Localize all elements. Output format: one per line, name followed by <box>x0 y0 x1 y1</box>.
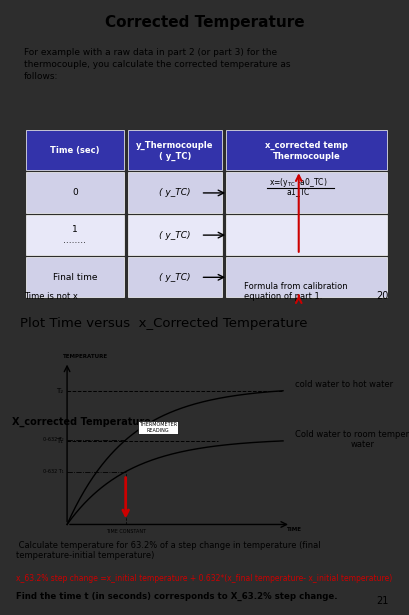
Text: Time (sec): Time (sec) <box>50 146 100 155</box>
Text: THERMOMETER
READING: THERMOMETER READING <box>139 422 177 433</box>
FancyBboxPatch shape <box>226 257 387 298</box>
Text: Corrected Temperature: Corrected Temperature <box>105 15 304 30</box>
Text: ( y_TC): ( y_TC) <box>159 273 191 282</box>
FancyBboxPatch shape <box>26 130 124 170</box>
Text: Calculate temperature for 63.2% of a step change in temperature (final
temperatu: Calculate temperature for 63.2% of a ste… <box>16 541 321 560</box>
Text: X_corrected Temperature: X_corrected Temperature <box>12 417 151 427</box>
Text: 1
........: 1 ........ <box>63 226 86 245</box>
FancyBboxPatch shape <box>226 130 387 170</box>
Text: Time is not x: Time is not x <box>24 292 78 301</box>
FancyBboxPatch shape <box>26 172 124 213</box>
FancyBboxPatch shape <box>128 130 222 170</box>
Text: ( y_TC): ( y_TC) <box>159 188 191 197</box>
Text: x=(y$_{\mathregular{TC}}$ -a$\mathregular{0\_TC}$): x=(y$_{\mathregular{TC}}$ -a$\mathregula… <box>270 176 328 189</box>
Text: For example with a raw data in part 2 (or part 3) for the
thermocouple, you calc: For example with a raw data in part 2 (o… <box>24 49 290 81</box>
FancyBboxPatch shape <box>128 257 222 298</box>
Text: TIME: TIME <box>287 528 302 533</box>
FancyBboxPatch shape <box>128 215 222 255</box>
Text: 0-632 T₁: 0-632 T₁ <box>43 469 63 474</box>
Text: T₂: T₂ <box>56 387 63 394</box>
Text: Final time: Final time <box>53 273 97 282</box>
FancyBboxPatch shape <box>26 257 124 298</box>
Text: TIME CONSTANT: TIME CONSTANT <box>106 529 146 534</box>
Text: a$\mathregular{1\_TC}$: a$\mathregular{1\_TC}$ <box>286 186 311 199</box>
Text: Plot Time versus  x_Corrected Temperature: Plot Time versus x_Corrected Temperature <box>20 317 308 330</box>
Text: TEMPERATURE: TEMPERATURE <box>63 354 108 359</box>
FancyBboxPatch shape <box>26 215 124 255</box>
Text: ( y_TC): ( y_TC) <box>159 231 191 240</box>
Text: y_Thermocouple
( y_TC): y_Thermocouple ( y_TC) <box>136 141 214 161</box>
FancyBboxPatch shape <box>226 215 387 255</box>
Text: cold water to hot water: cold water to hot water <box>295 380 393 389</box>
Text: 20: 20 <box>377 292 389 301</box>
Text: 21: 21 <box>377 596 389 606</box>
Text: x_63.2% step change =x_initial temperature + 0.632*(x_final temperature- x_initi: x_63.2% step change =x_initial temperatu… <box>16 574 392 583</box>
FancyBboxPatch shape <box>128 172 222 213</box>
Text: 0: 0 <box>72 188 78 197</box>
Text: T₁: T₁ <box>56 438 63 444</box>
Text: Cold water to room temperature
water: Cold water to room temperature water <box>295 430 409 450</box>
Text: Find the time t (in seconds) corresponds to X_63.2% step change.: Find the time t (in seconds) corresponds… <box>16 592 338 601</box>
Text: Formula from calibration
equation of part 1.: Formula from calibration equation of par… <box>244 282 347 301</box>
FancyBboxPatch shape <box>226 172 387 213</box>
Text: 0-632 T₂: 0-632 T₂ <box>43 437 63 442</box>
Text: x_corrected temp
Thermocouple: x_corrected temp Thermocouple <box>265 141 348 161</box>
